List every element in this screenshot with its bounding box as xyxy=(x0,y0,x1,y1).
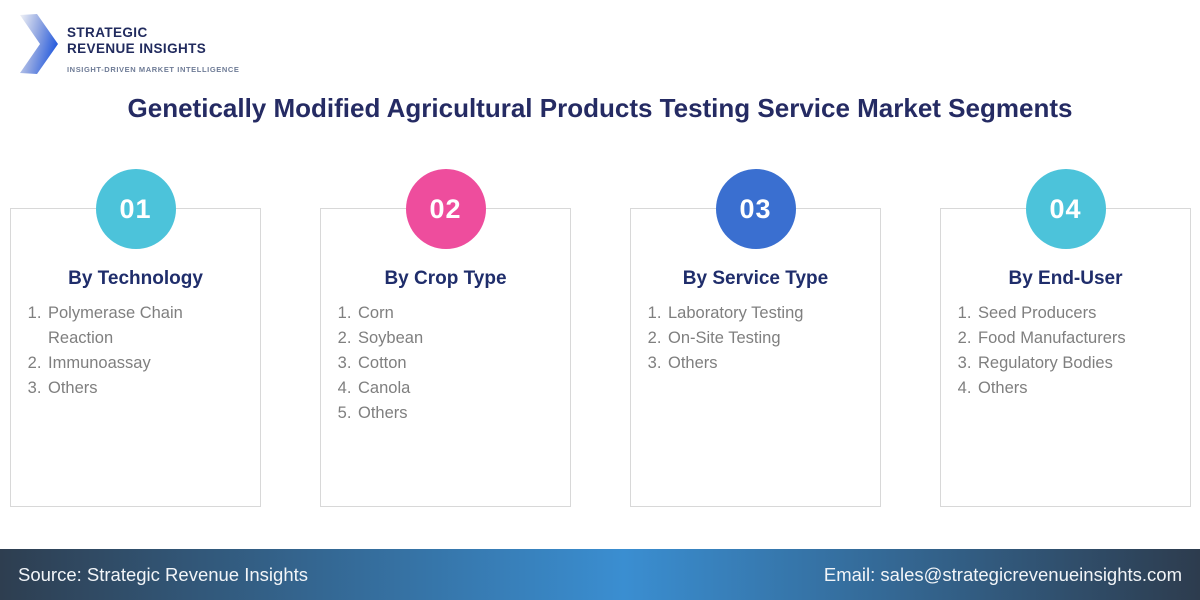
segment-number-badge: 03 xyxy=(715,169,796,249)
segment-item: Polymerase Chain Reaction xyxy=(46,301,248,351)
segment-number-badge: 04 xyxy=(1025,169,1106,249)
segment-item: Others xyxy=(976,376,1178,401)
segment-heading: By End-User xyxy=(1008,268,1123,289)
brand-name-line1: STRATEGIC xyxy=(67,25,148,40)
brand-tagline: INSIGHT-DRIVEN MARKET INTELLIGENCE xyxy=(67,65,240,74)
segment-item: Corn xyxy=(356,301,558,326)
page-title: Genetically Modified Agricultural Produc… xyxy=(127,93,1073,123)
segment-item: Soybean xyxy=(356,326,558,351)
footer-email: Email: sales@strategicrevenueinsights.co… xyxy=(823,563,1182,585)
footer-bar: Source: Strategic Revenue Insights Email… xyxy=(0,549,1200,600)
segment-number-badge: 01 xyxy=(95,169,176,249)
segment-heading: By Service Type xyxy=(682,268,829,289)
segment-item: Others xyxy=(46,376,248,401)
brand-text-block: STRATEGIC REVENUE INSIGHTS INSIGHT-DRIVE… xyxy=(67,14,240,74)
segment-item: Immunoassay xyxy=(46,351,248,376)
segment-card-service-type: 03 By Service Type Laboratory Testing On… xyxy=(630,169,881,507)
segment-item: Others xyxy=(666,351,868,376)
segment-item: Cotton xyxy=(356,351,558,376)
segment-item: Food Manufacturers xyxy=(976,326,1178,351)
brand-chevron-icon xyxy=(20,14,58,79)
segment-cards-row: 01 By Technology Polymerase Chain Reacti… xyxy=(10,169,1191,507)
segment-item: Regulatory Bodies xyxy=(976,351,1178,376)
segment-item-list: Laboratory Testing On-Site Testing Other… xyxy=(631,301,880,376)
segment-heading: By Technology xyxy=(68,268,203,289)
segment-card-end-user: 04 By End-User Seed Producers Food Manuf… xyxy=(940,169,1191,507)
segment-item: Others xyxy=(356,401,558,426)
segment-card-technology: 01 By Technology Polymerase Chain Reacti… xyxy=(10,169,261,507)
brand-name-line2: REVENUE INSIGHTS xyxy=(67,41,207,56)
segment-number-badge: 02 xyxy=(405,169,486,249)
segment-item-list: Polymerase Chain Reaction Immunoassay Ot… xyxy=(11,301,260,401)
footer-source: Source: Strategic Revenue Insights xyxy=(18,563,308,585)
segment-item: Laboratory Testing xyxy=(666,301,868,326)
segment-item: Canola xyxy=(356,376,558,401)
segment-item: On-Site Testing xyxy=(666,326,868,351)
segment-item-list: Seed Producers Food Manufacturers Regula… xyxy=(941,301,1190,401)
segment-item-list: Corn Soybean Cotton Canola Others xyxy=(321,301,570,426)
brand-logo: STRATEGIC REVENUE INSIGHTS INSIGHT-DRIVE… xyxy=(20,14,240,79)
segment-item: Seed Producers xyxy=(976,301,1178,326)
segment-heading: By Crop Type xyxy=(384,268,507,289)
segment-card-crop-type: 02 By Crop Type Corn Soybean Cotton Cano… xyxy=(320,169,571,507)
